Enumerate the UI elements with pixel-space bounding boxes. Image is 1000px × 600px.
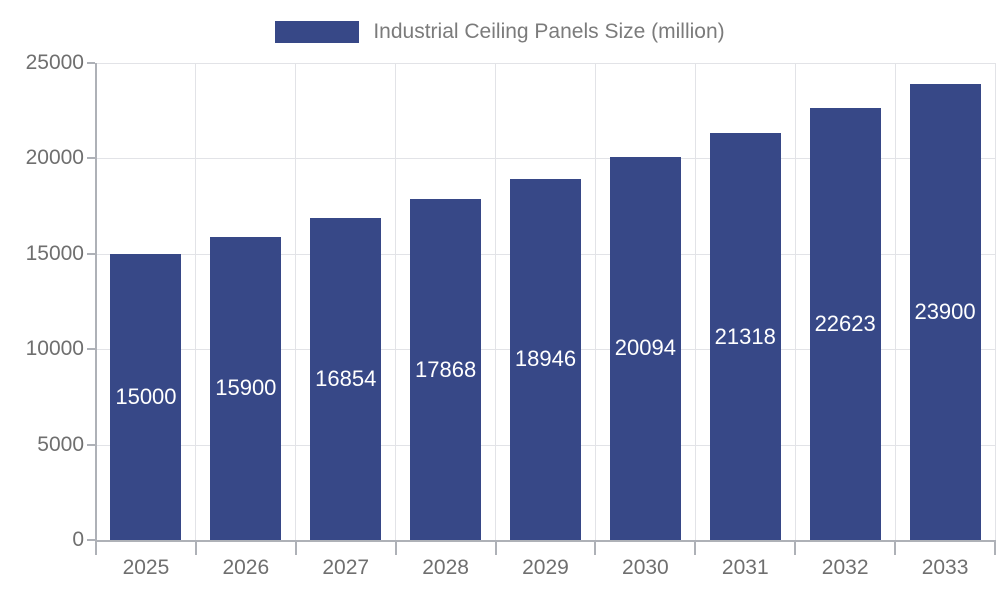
y-axis-label: 20000 (25, 146, 84, 170)
x-axis-label: 2029 (522, 556, 569, 579)
bar-2029[interactable] (510, 178, 581, 540)
y-gridline (96, 63, 995, 64)
x-gridline (195, 63, 197, 540)
x-axis-line (95, 540, 996, 542)
x-axis-tick (594, 542, 597, 555)
bar-2032[interactable] (809, 108, 881, 540)
bar-2030[interactable] (609, 156, 681, 540)
x-axis-tick (694, 542, 697, 555)
x-gridline (894, 63, 896, 540)
legend-label[interactable]: Industrial Ceiling Panels Size (million) (373, 20, 725, 43)
x-axis-tick (494, 542, 497, 555)
bar-2026[interactable] (210, 236, 282, 540)
bar-2025[interactable] (110, 253, 182, 540)
y-axis-label: 25000 (25, 51, 84, 74)
x-axis-tick (794, 542, 797, 555)
x-axis-label: 2025 (122, 556, 170, 579)
bar-value-label: 15000 (115, 383, 177, 409)
y-axis-tick (87, 348, 95, 351)
bar-2028[interactable] (410, 199, 482, 540)
x-axis-label: 2031 (721, 556, 769, 579)
y-axis-tick (87, 252, 95, 255)
y-axis-label: 0 (72, 528, 84, 551)
x-gridline (295, 63, 297, 540)
x-axis-label: 2026 (222, 556, 270, 579)
plot-area: 0 5000 10000 15000 20000 25000 15000 2025 15900 2… (26, 51, 996, 579)
x-gridline (794, 63, 796, 540)
x-axis-tick (994, 542, 996, 555)
x-axis-tick (95, 542, 97, 555)
x-axis-label: 2032 (821, 556, 869, 579)
bar-value-label: 20094 (614, 335, 676, 361)
x-axis-tick (894, 542, 897, 555)
legend-swatch[interactable] (275, 21, 360, 43)
y-axis-label: 5000 (37, 432, 84, 456)
x-axis-label: 2033 (921, 556, 969, 579)
y-axis-tick (87, 157, 95, 160)
y-axis-tick (87, 443, 95, 446)
y-gridline (96, 158, 995, 160)
bar-value-label: 23900 (914, 298, 976, 324)
bar-value-label: 21318 (714, 323, 776, 349)
x-axis-tick (294, 542, 297, 555)
x-gridline (994, 63, 996, 540)
x-axis-tick (194, 542, 197, 555)
x-gridline (495, 63, 497, 540)
x-gridline (395, 63, 397, 540)
x-axis-label: 2028 (422, 556, 469, 579)
bar-value-label: 22623 (814, 311, 876, 337)
y-axis-label: 15000 (25, 241, 84, 265)
bar-value-label: 18946 (514, 346, 577, 372)
x-gridline (594, 63, 596, 540)
bar-2031[interactable] (709, 133, 781, 540)
y-axis-tick (87, 539, 95, 541)
bar-value-label: 17868 (415, 356, 477, 382)
bar-2027[interactable] (310, 218, 382, 540)
y-axis-tick (87, 62, 95, 64)
x-axis-label: 2027 (322, 556, 370, 579)
x-axis-label: 2030 (622, 556, 669, 579)
legend: Industrial Ceiling Panels Size (million) (0, 15, 1000, 49)
y-axis-label: 10000 (25, 337, 84, 361)
x-gridline (694, 63, 696, 540)
bar-value-label: 15900 (215, 375, 277, 401)
bar-value-label: 16854 (315, 366, 377, 392)
bar-2033[interactable] (909, 84, 981, 540)
y-axis-line (95, 63, 97, 540)
x-axis-tick (394, 542, 397, 555)
